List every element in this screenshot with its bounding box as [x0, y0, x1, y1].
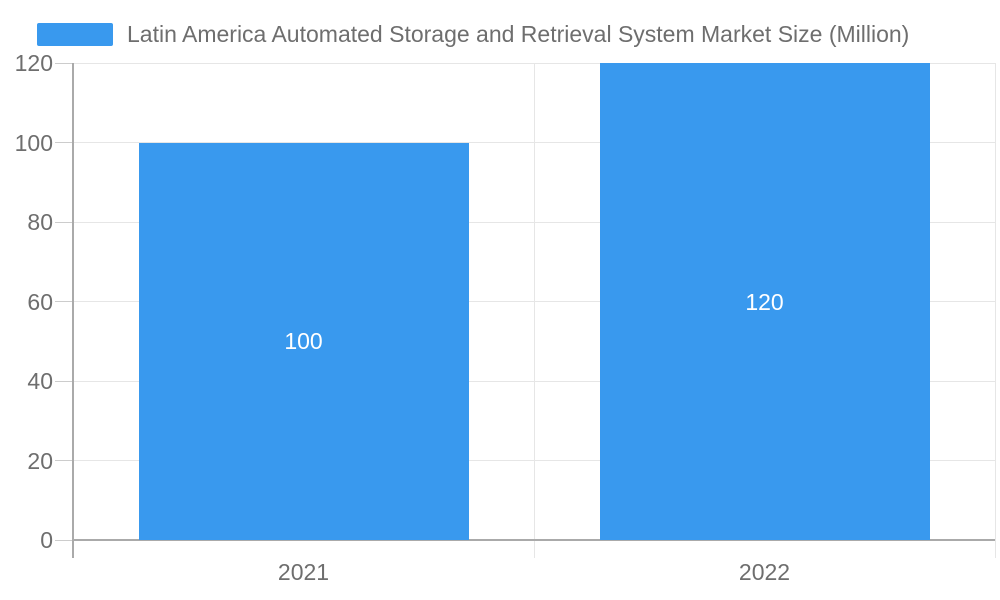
y-axis-label: 0	[40, 527, 53, 553]
x-axis-line	[73, 539, 995, 541]
legend[interactable]: Latin America Automated Storage and Retr…	[37, 22, 909, 46]
legend-swatch	[37, 22, 113, 46]
bar-value-label-2022: 120	[745, 288, 784, 315]
x-axis-label-2021: 2021	[277, 559, 330, 585]
y-axis-tick	[55, 460, 73, 461]
y-axis-label: 20	[27, 447, 53, 474]
bar-2021[interactable]	[138, 142, 469, 540]
x-axis-label-2022: 2022	[738, 559, 791, 585]
y-axis-tick	[55, 142, 73, 143]
y-axis-label: 40	[27, 368, 53, 394]
y-axis-label: 80	[27, 209, 53, 235]
y-axis-label: 100	[14, 129, 53, 156]
y-axis-tick	[55, 62, 73, 64]
y-axis-tick	[55, 301, 73, 302]
y-axis-tick	[55, 539, 73, 541]
y-axis-label: 120	[14, 50, 53, 76]
y-axis-line	[72, 63, 74, 558]
gridline-x-boundary-1	[533, 63, 535, 558]
legend-label: Latin America Automated Storage and Retr…	[127, 21, 910, 47]
gridline-x-boundary-2	[994, 63, 996, 558]
y-axis-tick	[55, 380, 73, 382]
y-axis-label: 60	[27, 288, 53, 315]
y-axis-tick	[55, 221, 73, 223]
bar-value-label-2021: 100	[284, 328, 323, 355]
bar-2022[interactable]	[599, 63, 930, 540]
